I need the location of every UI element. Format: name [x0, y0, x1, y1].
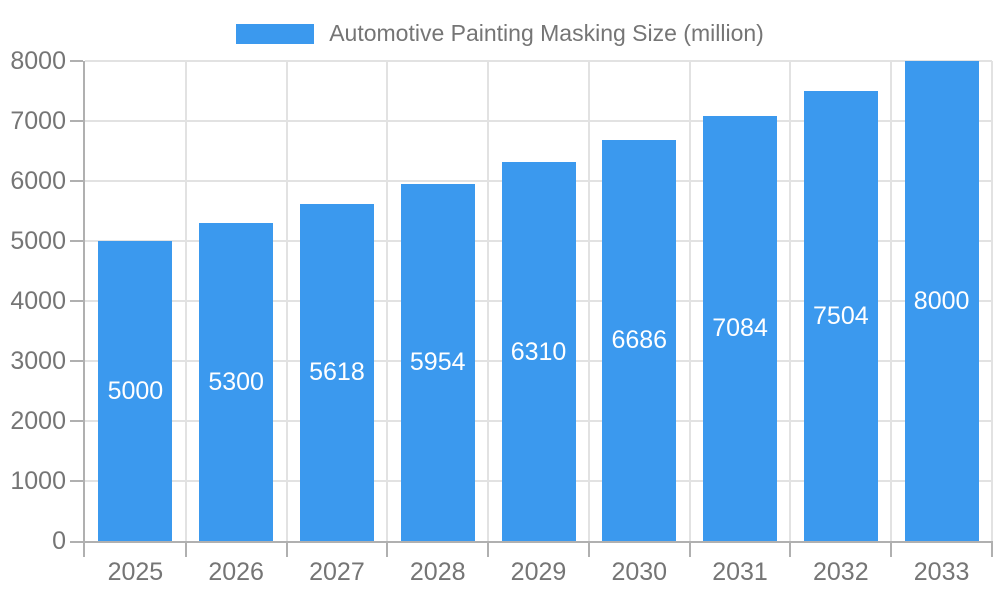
- x-axis-tick-label: 2030: [611, 558, 668, 586]
- gridline-vertical: [285, 61, 288, 541]
- y-axis-tick-label: 8000: [10, 47, 66, 75]
- gridline-vertical: [487, 61, 490, 541]
- y-axis-tick-label: 6000: [10, 167, 66, 195]
- x-axis-tick-label: 2033: [913, 558, 970, 586]
- x-axis-tick: [688, 541, 691, 557]
- gridline-vertical: [789, 61, 792, 541]
- bar-value-label: 5300: [208, 368, 264, 396]
- x-axis-tick-label: 2027: [309, 558, 365, 586]
- gridline-vertical: [890, 61, 893, 541]
- x-axis-tick-label: 2032: [813, 558, 869, 586]
- y-axis-tick: [70, 60, 83, 62]
- y-axis-tick-label: 3000: [10, 347, 66, 375]
- y-axis-tick: [70, 300, 83, 302]
- bar-value-label: 5000: [107, 377, 164, 405]
- gridline-vertical: [991, 61, 993, 541]
- y-axis-tick-label: 5000: [10, 227, 66, 255]
- x-axis-tick-label: 2025: [107, 558, 164, 586]
- gridline-horizontal: [85, 120, 992, 122]
- legend-series-label: Automotive Painting Masking Size (millio…: [329, 20, 764, 46]
- x-axis-tick: [789, 541, 792, 557]
- x-axis-tick: [487, 541, 490, 557]
- x-axis-tick: [890, 541, 893, 557]
- plot-area: 0 1000 2000 3000 4000 5000 6000 7000 8000 5000 202…: [10, 48, 993, 586]
- bar: [400, 183, 475, 541]
- x-axis-tick: [285, 541, 288, 557]
- y-axis-tick-label: 7000: [10, 107, 66, 135]
- bar: [703, 115, 778, 541]
- bar: [803, 90, 878, 541]
- gridline-vertical: [386, 61, 389, 541]
- y-axis-tick-label: 1000: [10, 467, 66, 495]
- y-axis-tick: [70, 240, 83, 242]
- x-axis-tick-label: 2028: [409, 558, 466, 586]
- gridline-vertical: [688, 61, 691, 541]
- x-axis-tick: [83, 541, 85, 557]
- x-axis-tick: [991, 541, 993, 557]
- x-axis-tick-label: 2029: [510, 558, 567, 586]
- y-axis-line: [83, 61, 85, 541]
- x-axis-tick: [386, 541, 389, 557]
- gridline-vertical: [587, 61, 590, 541]
- bar: [501, 162, 576, 541]
- x-axis-line: [70, 541, 992, 543]
- bar-value-label: 6310: [510, 337, 567, 366]
- bar: [199, 223, 274, 541]
- x-axis-tick-label: 2026: [208, 558, 264, 586]
- gridline-vertical: [184, 61, 187, 541]
- bar: [904, 61, 979, 541]
- gridline-horizontal: [85, 60, 992, 62]
- bar-value-label: 5618: [309, 358, 365, 387]
- x-axis-tick-label: 2031: [712, 558, 768, 586]
- bar-value-label: 7504: [813, 301, 869, 330]
- bar: [98, 241, 173, 541]
- bar: [299, 203, 374, 541]
- y-axis-tick: [70, 480, 83, 482]
- bar: [602, 139, 677, 541]
- bar-value-label: 8000: [913, 287, 970, 315]
- x-axis-tick: [184, 541, 187, 557]
- y-axis-tick-label: 4000: [10, 287, 66, 315]
- y-axis-tick: [70, 420, 83, 422]
- x-axis-tick: [587, 541, 590, 557]
- y-axis-tick: [70, 120, 83, 122]
- y-axis-tick: [70, 360, 83, 362]
- chart-legend[interactable]: Automotive Painting Masking Size (millio…: [0, 20, 1000, 47]
- bar-value-label: 6686: [611, 326, 668, 355]
- bar-value-label: 7084: [712, 314, 768, 343]
- bar-value-label: 5954: [409, 348, 466, 377]
- y-axis-tick-label: 2000: [10, 407, 66, 435]
- y-axis-tick-label: 0: [52, 527, 66, 555]
- y-axis-tick: [70, 180, 83, 182]
- legend-color-swatch: [236, 23, 315, 44]
